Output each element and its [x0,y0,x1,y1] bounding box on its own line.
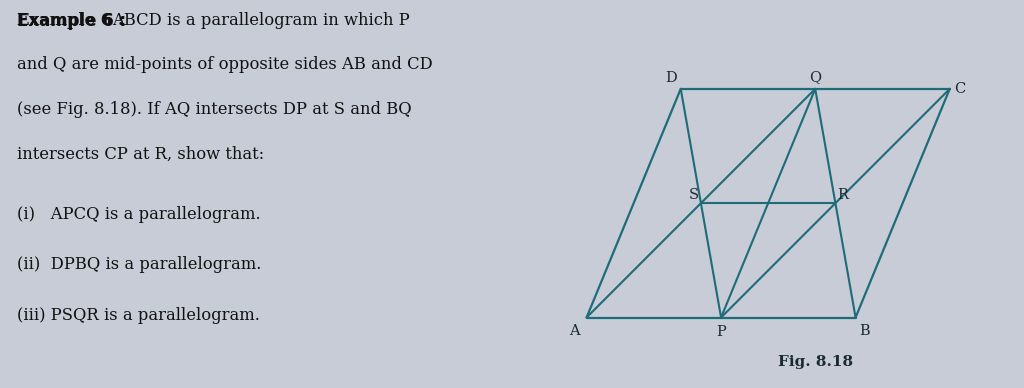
Text: ABCD is a parallelogram in which P: ABCD is a parallelogram in which P [112,12,410,29]
Text: Example 6 : ABCD is a parallelogram in which P
and Q are mid-points of opposite : Example 6 : ABCD is a parallelogram in w… [17,12,433,101]
Text: (i)   APCQ is a parallelogram.: (i) APCQ is a parallelogram. [17,206,261,223]
Text: intersects CP at R, show that:: intersects CP at R, show that: [17,146,264,163]
Text: Example 6 :: Example 6 : [17,12,130,29]
Text: and Q are mid-points of opposite sides AB and CD: and Q are mid-points of opposite sides A… [17,56,433,73]
Text: Q: Q [809,70,821,84]
Text: (ii)  DPBQ is a parallelogram.: (ii) DPBQ is a parallelogram. [17,256,261,273]
Text: P: P [716,325,726,339]
Text: Fig. 8.18: Fig. 8.18 [777,355,853,369]
Text: (iii) PSQR is a parallelogram.: (iii) PSQR is a parallelogram. [17,307,260,324]
Text: R: R [838,188,848,202]
Text: A: A [568,324,580,338]
Text: C: C [954,82,966,96]
Text: D: D [666,71,677,85]
Text: S: S [689,188,699,202]
Text: B: B [859,324,869,338]
Text: Example 6 :: Example 6 : [17,12,132,29]
Text: (see Fig. 8.18). If AQ intersects DP at S and BQ: (see Fig. 8.18). If AQ intersects DP at … [17,101,412,118]
